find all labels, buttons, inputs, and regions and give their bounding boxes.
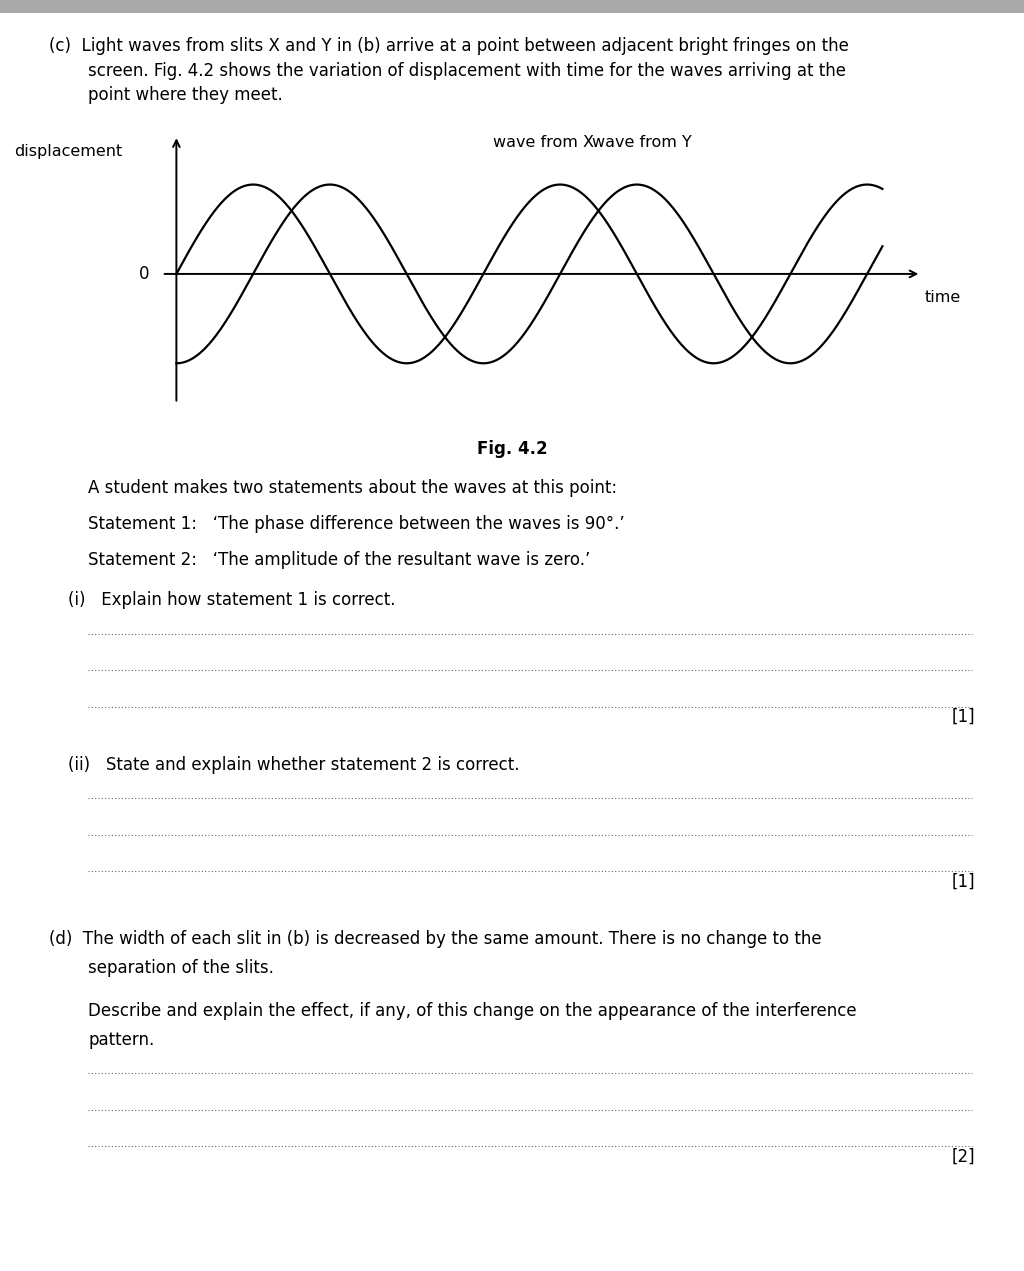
Text: Statement 1:   ‘The phase difference between the waves is 90°.’: Statement 1: ‘The phase difference betwe… xyxy=(88,515,625,533)
Text: [1]: [1] xyxy=(951,872,975,891)
Text: displacement: displacement xyxy=(14,145,123,159)
Text: (ii)   State and explain whether statement 2 is correct.: (ii) State and explain whether statement… xyxy=(68,756,519,774)
Text: pattern.: pattern. xyxy=(88,1031,155,1049)
Text: wave from X: wave from X xyxy=(493,136,594,150)
Text: Statement 2:   ‘The amplitude of the resultant wave is zero.’: Statement 2: ‘The amplitude of the resul… xyxy=(88,552,591,569)
Bar xyxy=(0,0,1024,13)
Text: (i)   Explain how statement 1 is correct.: (i) Explain how statement 1 is correct. xyxy=(68,591,395,609)
Text: point where they meet.: point where they meet. xyxy=(88,86,283,104)
Text: (c)  Light waves from slits X and Y in (b) arrive at a point between adjacent br: (c) Light waves from slits X and Y in (b… xyxy=(49,37,849,55)
Text: separation of the slits.: separation of the slits. xyxy=(88,960,274,977)
Text: wave from Y: wave from Y xyxy=(593,136,692,150)
Text: Describe and explain the effect, if any, of this change on the appearance of the: Describe and explain the effect, if any,… xyxy=(88,1002,857,1019)
Text: time: time xyxy=(925,290,962,305)
Text: screen. Fig. 4.2 shows the variation of displacement with time for the waves arr: screen. Fig. 4.2 shows the variation of … xyxy=(88,61,846,80)
Text: [1]: [1] xyxy=(951,708,975,726)
Text: 0: 0 xyxy=(139,264,150,283)
Text: (d)  The width of each slit in (b) is decreased by the same amount. There is no : (d) The width of each slit in (b) is dec… xyxy=(49,930,822,948)
Text: [2]: [2] xyxy=(951,1148,975,1166)
Text: Fig. 4.2: Fig. 4.2 xyxy=(477,441,547,459)
Text: A student makes two statements about the waves at this point:: A student makes two statements about the… xyxy=(88,479,617,497)
